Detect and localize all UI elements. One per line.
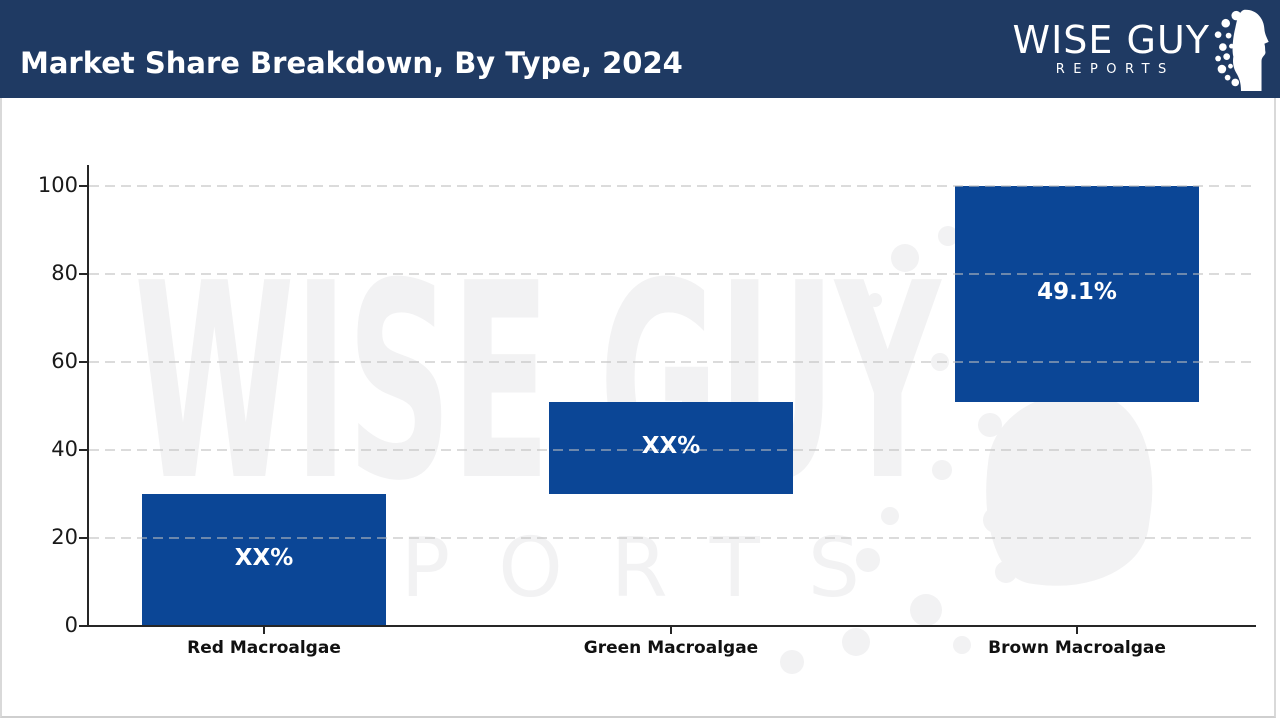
watermark-dot — [904, 314, 920, 330]
page-title: Market Share Breakdown, By Type, 2024 — [20, 46, 683, 80]
face-profile-icon — [1214, 9, 1269, 91]
y-tick-label: 80 — [51, 261, 78, 285]
y-tick-label: 40 — [51, 437, 78, 461]
brand-logo: WISE GUY REPORTS — [1013, 4, 1270, 94]
x-tick-mark — [670, 627, 672, 634]
y-tick-mark — [79, 625, 88, 627]
watermark-dot — [953, 636, 971, 654]
bar-red-macroalgae — [142, 494, 386, 626]
x-tick-mark — [263, 627, 265, 634]
y-tick-mark — [79, 361, 88, 363]
y-tick-label: 20 — [51, 525, 78, 549]
y-tick-mark — [79, 185, 88, 187]
watermark-dot — [780, 650, 804, 674]
y-tick-label: 100 — [37, 173, 78, 197]
watermark-text: WISE GUY — [134, 225, 941, 540]
watermark-dot — [856, 548, 880, 572]
brand-logo-line1: WISE GUY — [1012, 18, 1210, 63]
gridline-y20 — [89, 537, 1253, 539]
y-tick-mark — [79, 537, 88, 539]
x-category-label: Red Macroalgae — [187, 638, 341, 658]
y-tick-label: 60 — [51, 349, 78, 373]
y-tick-mark — [79, 273, 88, 275]
watermark-dot — [868, 293, 882, 307]
y-tick-mark — [79, 449, 88, 451]
bar-brown-macroalgae — [955, 186, 1199, 402]
x-tick-mark — [1076, 627, 1078, 634]
watermark-dot — [842, 628, 870, 656]
watermark-dot — [881, 507, 899, 525]
brand-logo-text: WISE GUY REPORTS — [1012, 18, 1210, 77]
watermark-dot — [910, 594, 942, 626]
x-category-label: Green Macroalgae — [583, 638, 759, 658]
bar-green-macroalgae — [549, 401, 793, 494]
bar-value-label: 49.1% — [1037, 278, 1117, 305]
watermark-dot — [938, 226, 958, 246]
y-tick-label: 0 — [64, 613, 78, 637]
gridline-y100 — [89, 185, 1253, 187]
gridline-y40 — [89, 449, 1253, 451]
watermark-dot — [891, 244, 919, 272]
y-axis-line — [87, 165, 89, 626]
x-category-label: Brown Macroalgae — [988, 638, 1166, 658]
header-bar: Market Share Breakdown, By Type, 2024 WI… — [0, 0, 1280, 98]
brand-logo-line2: REPORTS — [1055, 61, 1175, 77]
bar-value-label: XX% — [641, 432, 701, 459]
x-axis-line — [87, 625, 1256, 627]
bar-value-label: XX% — [234, 545, 294, 571]
gridline-y60 — [89, 361, 1253, 363]
watermark-dot — [932, 460, 952, 480]
gridline-y80 — [89, 273, 1253, 275]
